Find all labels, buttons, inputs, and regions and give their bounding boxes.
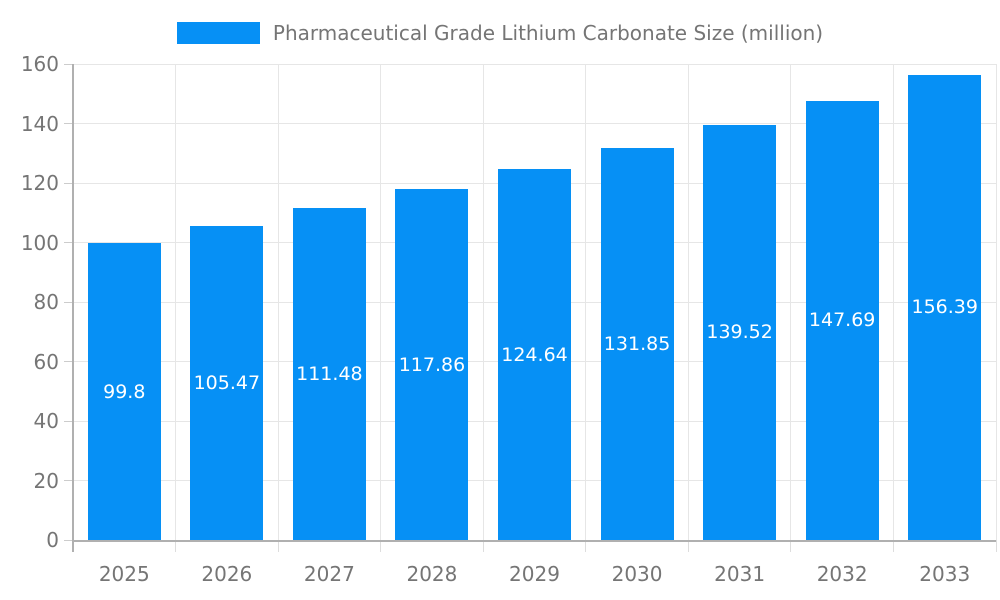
x-axis-tick-label: 2031: [714, 562, 766, 586]
y-axis-tick: [64, 420, 73, 422]
bar-value-label: 131.85: [603, 332, 671, 355]
bar: [292, 208, 366, 540]
y-axis-tick: [64, 123, 73, 124]
x-axis-tick-label: 2029: [509, 562, 560, 586]
y-axis-tick-label: 20: [33, 468, 59, 493]
bar: [805, 100, 879, 540]
bar: [498, 169, 571, 540]
v-gridline: [380, 64, 382, 540]
bar-value-label: 111.48: [296, 363, 363, 386]
y-axis-tick-label: 0: [46, 528, 59, 552]
x-axis-tick-label: 2025: [98, 562, 150, 586]
y-axis-tick-label: 60: [33, 349, 59, 374]
v-gridline: [790, 64, 792, 540]
x-axis-tick: [482, 540, 484, 552]
x-axis-tick: [175, 540, 177, 552]
x-axis-tick: [380, 540, 382, 552]
bar-value-label: 105.47: [193, 372, 261, 395]
x-axis-tick: [892, 540, 894, 552]
x-axis-tick-label: 2030: [611, 562, 663, 586]
y-axis-tick-label: 100: [20, 230, 59, 255]
y-axis-tick: [64, 182, 73, 184]
x-axis-tick: [790, 540, 792, 552]
y-axis-tick-label: 80: [33, 290, 59, 314]
y-axis-tick-label: 120: [20, 171, 59, 195]
x-axis-tick-label: 2033: [919, 562, 971, 586]
bar-value-label: 147.69: [808, 309, 876, 332]
bar-value-label: 99.8: [103, 380, 146, 403]
x-axis-tick-label: 2032: [816, 562, 868, 586]
bar-value-label: 124.64: [501, 343, 568, 366]
v-gridline: [687, 64, 689, 540]
x-axis-tick: [995, 540, 997, 552]
h-gridline: [73, 63, 996, 65]
bar-value-label: 139.52: [706, 321, 773, 344]
legend[interactable]: Pharmaceutical Grade Lithium Carbonate S…: [0, 20, 1000, 46]
y-axis-tick-label: 140: [20, 111, 59, 136]
y-axis-tick: [64, 361, 73, 362]
y-axis-tick: [64, 301, 73, 303]
x-axis-line: [73, 540, 996, 542]
y-axis-line: [72, 64, 74, 552]
bar: [600, 147, 674, 540]
bar-value-label: 156.39: [911, 296, 978, 319]
v-gridline: [892, 64, 894, 540]
y-axis-tick-label: 160: [20, 52, 59, 76]
x-axis-tick-label: 2027: [303, 562, 355, 586]
v-gridline: [175, 64, 177, 540]
y-axis-tick-label: 40: [33, 409, 59, 433]
y-axis-tick: [64, 480, 73, 481]
y-axis-tick: [64, 539, 73, 541]
bar: [395, 189, 469, 540]
bar: [908, 74, 982, 540]
x-axis-tick-label: 2028: [406, 562, 458, 586]
v-gridline: [585, 64, 587, 540]
x-axis-tick: [585, 540, 587, 552]
bar-value-label: 117.86: [398, 353, 466, 376]
bar: [190, 226, 264, 540]
x-axis-tick: [277, 540, 279, 552]
v-gridline: [482, 64, 484, 540]
bar: [703, 124, 777, 540]
y-axis-tick: [64, 242, 73, 243]
h-gridline: [73, 123, 996, 124]
y-axis-tick: [64, 63, 73, 65]
v-gridline: [995, 64, 997, 540]
x-axis-tick: [687, 540, 689, 552]
x-axis-tick-label: 2026: [201, 562, 253, 586]
v-gridline: [277, 64, 279, 540]
bar: [87, 243, 161, 540]
legend-swatch: [176, 22, 260, 44]
chart-title: Pharmaceutical Grade Lithium Carbonate S…: [272, 21, 824, 45]
